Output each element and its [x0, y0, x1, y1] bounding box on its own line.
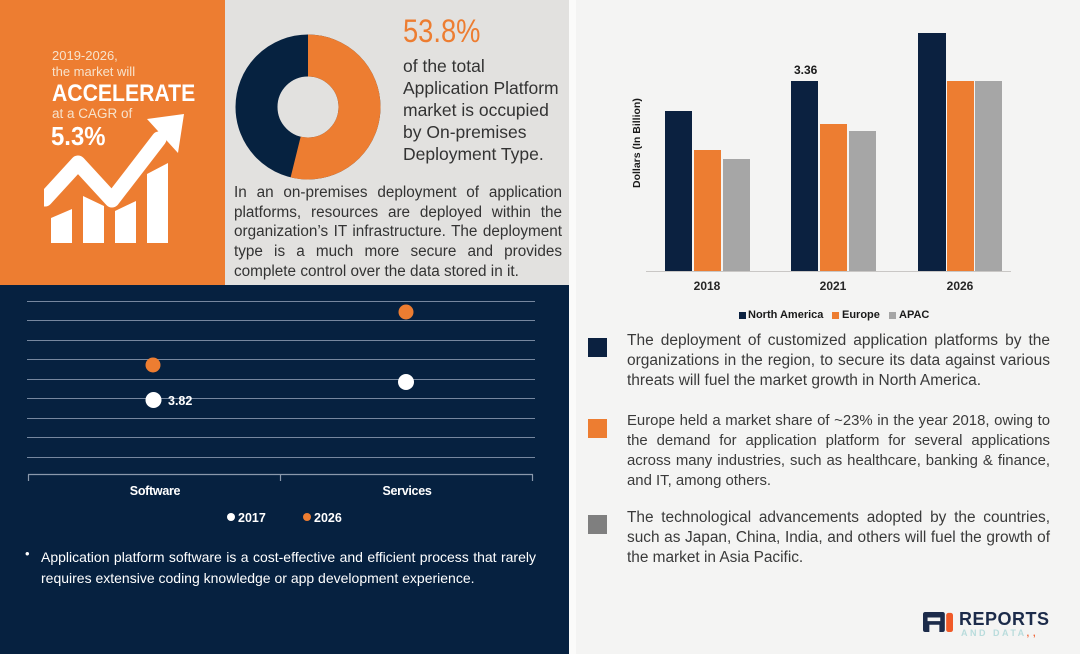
- svg-text:3.82: 3.82: [168, 394, 192, 408]
- svg-text:2017: 2017: [238, 511, 266, 525]
- svg-text:Services: Services: [382, 484, 431, 498]
- svg-text:2026: 2026: [314, 511, 342, 525]
- svg-text:Software: Software: [130, 484, 181, 498]
